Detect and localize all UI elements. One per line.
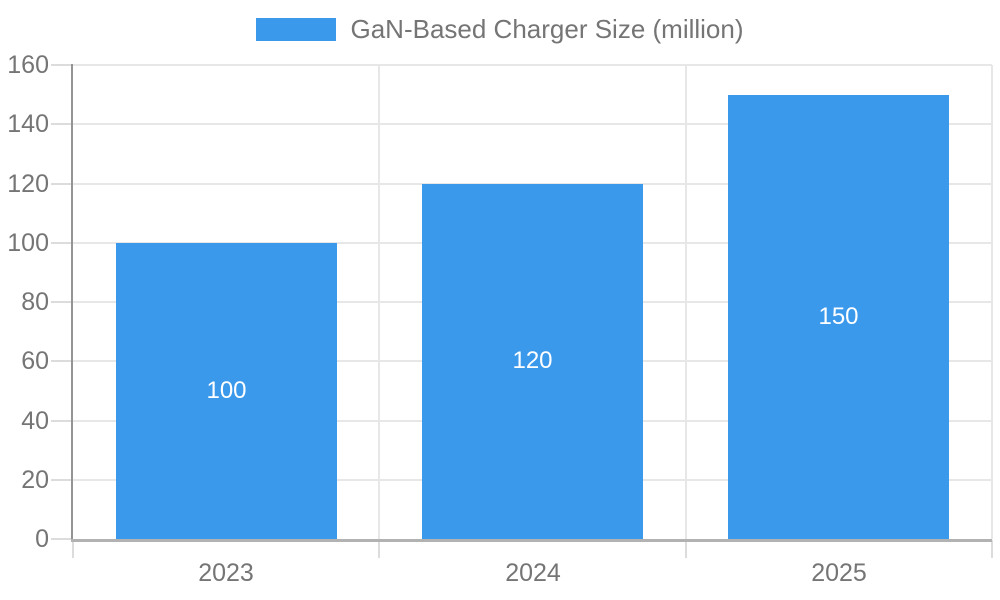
y-axis-tick: [51, 478, 73, 481]
x-axis-tick: [378, 540, 381, 558]
x-axis-tick: [684, 540, 687, 558]
y-axis-tick: [51, 241, 73, 244]
x-axis-tick: [72, 540, 74, 558]
bar-2023[interactable]: 100: [116, 242, 337, 539]
y-axis-tick: [51, 360, 73, 363]
y-axis-tick-label: 0: [35, 525, 49, 553]
y-axis-tick: [51, 301, 73, 303]
legend-item[interactable]: GaN-Based Charger Size (million): [0, 15, 1000, 43]
y-axis-tick-label: 20: [21, 465, 49, 494]
gridline-vertical: [378, 65, 381, 539]
gridline-vertical: [991, 65, 993, 539]
legend-label: GaN-Based Charger Size (million): [350, 14, 744, 44]
gridline-horizontal: [73, 64, 992, 66]
bar-2025[interactable]: 150: [728, 94, 949, 539]
y-axis-tick-label: 60: [21, 347, 49, 376]
y-axis-tick: [51, 123, 73, 126]
y-axis-tick-label: 80: [21, 288, 49, 316]
bar-value-label: 150: [818, 302, 859, 330]
y-axis-tick-label: 40: [21, 406, 49, 435]
x-axis-category-label: 2023: [198, 559, 254, 587]
x-axis-category-label: 2025: [811, 559, 867, 587]
y-axis-tick: [51, 538, 73, 540]
y-axis-tick-label: 100: [7, 228, 49, 257]
bar-value-label: 120: [512, 347, 553, 375]
y-axis-line: [71, 64, 73, 540]
y-axis-tick-label: 140: [7, 110, 49, 139]
x-axis-category-label: 2024: [505, 559, 561, 587]
y-axis-tick-label: 160: [7, 51, 49, 79]
y-axis-tick-label: 120: [7, 169, 49, 198]
y-axis-tick: [51, 64, 73, 66]
x-axis-line: [71, 539, 992, 542]
legend-swatch-icon: [256, 17, 337, 41]
gridline-vertical: [684, 65, 687, 539]
bar-value-label: 100: [206, 376, 247, 404]
y-axis-tick: [51, 419, 73, 422]
x-axis-tick: [991, 540, 993, 558]
gridline-horizontal: [73, 123, 992, 126]
bar-2024[interactable]: 120: [422, 183, 643, 539]
y-axis-tick: [51, 182, 73, 185]
